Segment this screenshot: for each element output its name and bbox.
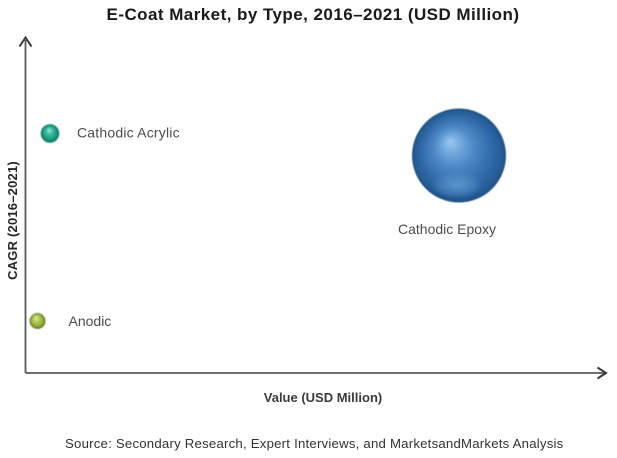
svg-text:Cathodic Epoxy: Cathodic Epoxy [398,221,496,237]
svg-text:CAGR (2016–2021): CAGR (2016–2021) [5,161,20,280]
svg-text:Cathodic Acrylic: Cathodic Acrylic [77,125,180,141]
svg-text:Value (USD Million): Value (USD Million) [264,390,382,405]
svg-text:Source: Secondary Research, Ex: Source: Secondary Research, Expert Inter… [65,436,564,451]
svg-text:Anodic: Anodic [69,313,112,329]
svg-text:E-Coat Market, by Type, 2016–2: E-Coat Market, by Type, 2016–2021 (USD M… [107,5,520,24]
